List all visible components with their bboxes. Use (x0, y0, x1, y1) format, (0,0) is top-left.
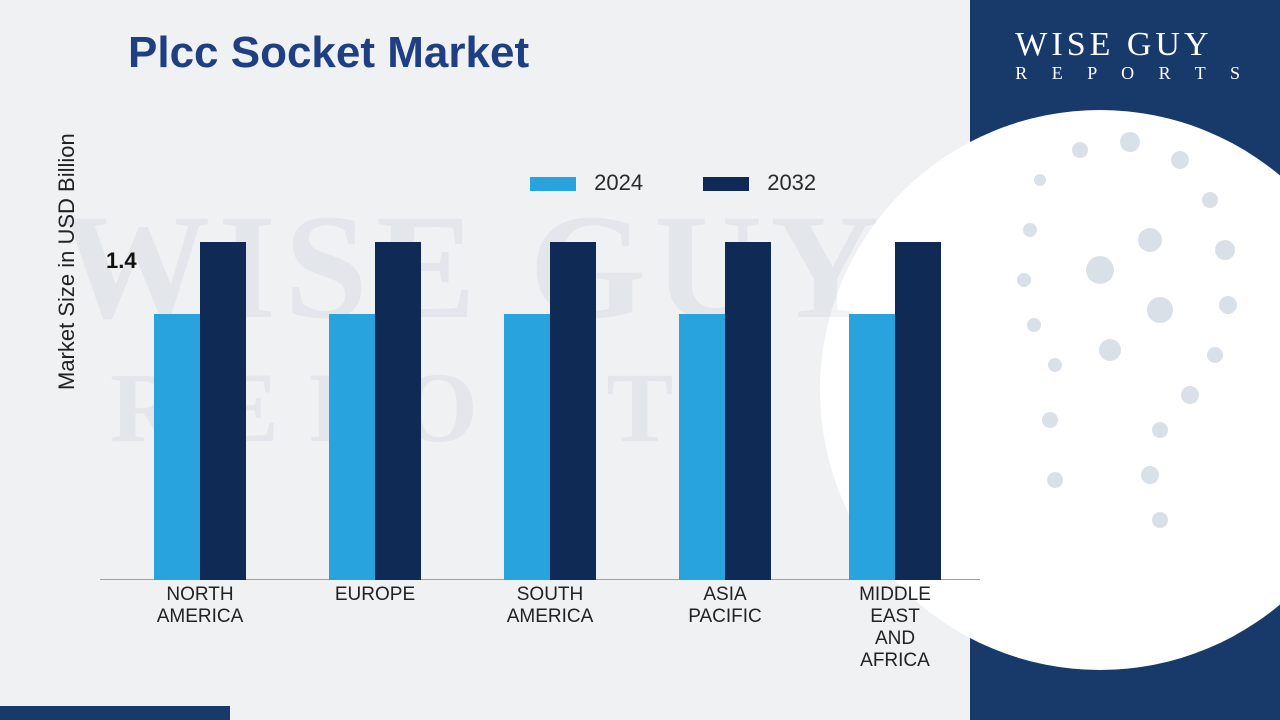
bar-2032 (550, 242, 596, 580)
brand-logo: WISE GUY R E P O R T S (1015, 28, 1250, 82)
legend-item: 2032 (703, 170, 816, 196)
legend-label: 2032 (767, 170, 816, 195)
page-title: Plcc Socket Market (128, 28, 529, 78)
bar-2032 (200, 242, 246, 580)
x-tick-label: ASIAPACIFIC (660, 584, 790, 628)
plot-area (100, 200, 980, 580)
legend-swatch-2024 (530, 177, 576, 191)
bar-2032 (725, 242, 771, 580)
bar-2024 (504, 314, 550, 580)
bar-2024 (679, 314, 725, 580)
report-slide: Plcc Socket Market WISE GUY R E P O R T … (0, 0, 1280, 720)
chart-legend: 2024 2032 (530, 170, 816, 196)
x-tick-label: SOUTHAMERICA (485, 584, 615, 628)
head-silhouette-icon (1000, 120, 1260, 540)
bar-2032 (895, 242, 941, 580)
x-tick-label: EUROPE (310, 584, 440, 606)
brand-line2: R E P O R T S (1015, 64, 1250, 82)
legend-swatch-2032 (703, 177, 749, 191)
bar-2024 (154, 314, 200, 580)
y-axis-label: Market Size in USD Billion (54, 133, 80, 390)
x-tick-label: NORTHAMERICA (135, 584, 265, 628)
bar-2024 (329, 314, 375, 580)
bar-chart (100, 200, 980, 580)
x-tick-label: MIDDLEEASTANDAFRICA (830, 584, 960, 671)
bar-2032 (375, 242, 421, 580)
bar-2024 (849, 314, 895, 580)
brand-line1: WISE GUY (1015, 28, 1250, 62)
legend-item: 2024 (530, 170, 643, 196)
legend-label: 2024 (594, 170, 643, 195)
footer-accent-bar (0, 706, 230, 720)
